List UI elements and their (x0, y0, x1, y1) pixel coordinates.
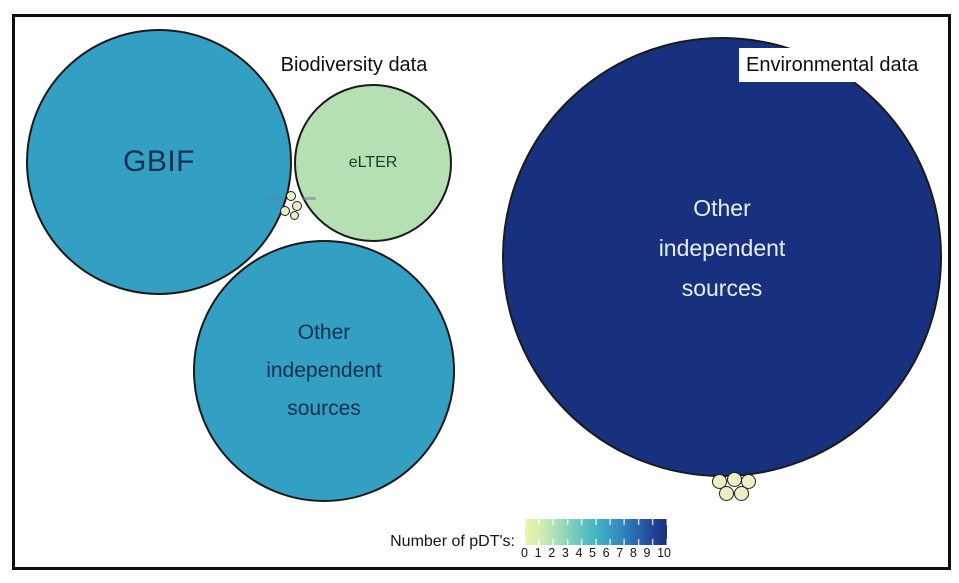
gbif-bubble: GBIF (26, 29, 292, 295)
tiny-bubble (292, 201, 302, 211)
illegible-micro-label (302, 197, 316, 200)
label-line: sources (681, 275, 763, 301)
tick-label: 8 (629, 546, 637, 560)
tiny-bubble (286, 191, 296, 201)
biodiversity-group-label: Biodiversity data (280, 54, 428, 76)
tick-label: 4 (575, 546, 583, 560)
elter-bubble: eLTER (294, 84, 452, 242)
tiny-bubble (280, 206, 290, 216)
tick-label: 7 (616, 546, 624, 560)
environmental-other-sources-bubble: Other independent sources (502, 37, 942, 477)
colorbar-tick-labels: 0 1 2 3 4 5 6 7 8 9 10 (521, 546, 671, 560)
tiny-bubble (734, 486, 749, 501)
environmental-group-label: Environmental data (739, 48, 944, 82)
tick-label: 0 (521, 546, 528, 560)
tick-label: 2 (548, 546, 556, 560)
biodiversity-other-sources-label: Other independent sources (266, 314, 382, 428)
legend-label: Number of pDT's: (390, 533, 515, 550)
tick-label: 5 (589, 546, 596, 560)
tiny-bubble (741, 474, 756, 489)
elter-bubble-label: eLTER (348, 154, 398, 171)
figure-frame (12, 14, 951, 570)
colorbar-ticks-top (525, 519, 667, 525)
tick-label: 6 (602, 546, 610, 560)
label-line: sources (287, 397, 361, 420)
tiny-bubble (719, 486, 734, 501)
colorbar-ticks-bottom (525, 539, 667, 545)
label-line: independent (658, 235, 786, 261)
tick-label: 3 (561, 546, 569, 560)
pdt-colorbar (525, 519, 667, 545)
tick-label: 9 (643, 546, 651, 560)
illegible-micro-label (267, 197, 284, 200)
label-line: Other (693, 195, 751, 221)
gbif-bubble-label: GBIF (122, 145, 195, 178)
label-line: independent (266, 359, 382, 382)
tiny-bubble (290, 211, 299, 220)
environmental-other-sources-label: Other independent sources (659, 188, 786, 308)
tick-label: 1 (534, 546, 542, 560)
biodiversity-other-sources-bubble: Other independent sources (193, 240, 455, 502)
tick-label: 10 (657, 546, 671, 560)
label-line: Other (297, 321, 351, 344)
tiny-bubble (727, 472, 742, 487)
